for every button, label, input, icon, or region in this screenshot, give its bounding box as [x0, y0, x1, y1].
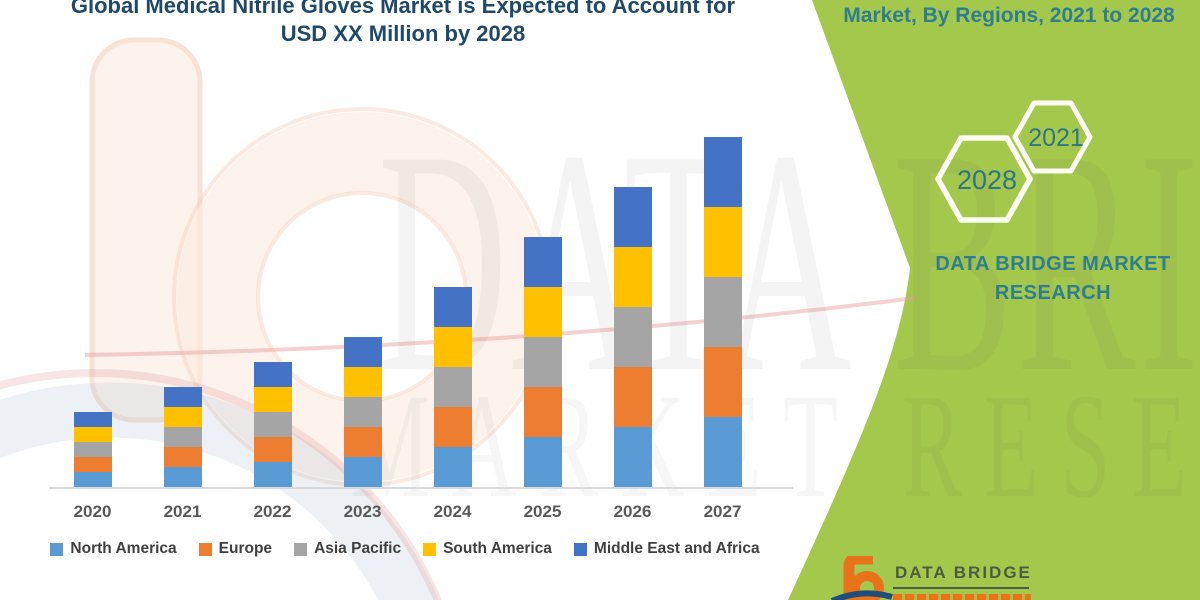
bar-segment-2026-europe	[613, 367, 652, 427]
legend-swatch	[294, 542, 308, 556]
x-axis-label-2024: 2024	[433, 502, 472, 521]
legend-item-south-america: South America	[423, 540, 552, 558]
bar-2027	[703, 137, 742, 487]
x-axis-label-2023: 2023	[343, 502, 382, 521]
x-axis-line	[49, 487, 793, 489]
x-axis-label-2021: 2021	[163, 502, 202, 521]
brand-name: DATA BRIDGE MARKET RESEARCH	[935, 253, 1171, 304]
footer-logo-mark	[830, 556, 893, 600]
bar-segment-2026-middle-east-and-africa	[613, 187, 652, 247]
bar-segment-2026-asia-pacific	[613, 307, 652, 367]
chart-legend: North America Europe Asia Pacific South Ame…	[0, 540, 810, 558]
x-axis-label-2022: 2022	[253, 502, 292, 521]
bar-segment-2027-asia-pacific	[703, 277, 742, 347]
bar-2020	[73, 412, 112, 487]
footer-logo-label: DATA BRIDGE	[895, 563, 1032, 582]
legend-swatch	[573, 542, 587, 556]
legend-label: Asia Pacific	[314, 540, 402, 557]
x-axis-label-2027: 2027	[703, 502, 742, 521]
legend-label: Europe	[218, 540, 273, 557]
chart-title-line2: USD XX Million by 2028	[280, 21, 526, 46]
x-axis-label-2020: 2020	[73, 502, 112, 521]
footer-cropped-subtext	[893, 594, 1031, 600]
x-axis-label-2026: 2026	[613, 502, 652, 521]
legend-label: North America	[70, 540, 177, 557]
footer-b-stem	[843, 556, 873, 600]
legend-item-asia-pacific: Asia Pacific	[294, 540, 401, 558]
bar-segment-2020-asia-pacific	[73, 442, 112, 457]
green-panel-shape	[788, 0, 1200, 600]
legend-item-north-america: North America	[50, 540, 177, 558]
bar-segment-2020-europe	[73, 457, 112, 472]
bar-segment-2027-south-america	[703, 207, 742, 277]
bar-2026	[613, 187, 652, 487]
bar-segment-2027-middle-east-and-africa	[703, 137, 742, 207]
legend-swatch	[423, 542, 437, 556]
bar-segment-2020-south-america	[73, 427, 112, 442]
legend-label: South America	[443, 540, 552, 557]
hexagon-2021: 2021	[1012, 100, 1093, 174]
legend-swatch	[198, 542, 212, 556]
footer-b-bowl	[850, 571, 884, 600]
chart-title: Global Medical Nitrile Gloves Market is …	[0, 0, 806, 48]
legend-item-middle-east-and-africa: Middle East and Africa	[573, 540, 760, 558]
x-axis-label-2025: 2025	[523, 502, 562, 521]
legend-label: Middle East and Africa	[593, 540, 760, 557]
bar-segment-2027-europe	[703, 347, 742, 417]
footer-blue-swoosh	[830, 590, 893, 600]
bar-segment-2027-north-america	[703, 417, 742, 487]
bar-segment-2026-north-america	[613, 427, 652, 487]
footer-logo-underline	[893, 587, 1029, 589]
legend-swatch	[50, 542, 64, 556]
hexagon-2028-label: 2028	[957, 165, 1017, 195]
chart-title-line1: Global Medical Nitrile Gloves Market is …	[70, 0, 736, 18]
hexagon-2028: 2028	[935, 135, 1033, 223]
bar-segment-2020-north-america	[73, 472, 112, 487]
side-panel-title: Market, By Regions, 2021 to 2028	[843, 4, 1175, 27]
bar-segment-2026-south-america	[613, 247, 652, 307]
legend-item-europe: Europe	[198, 540, 273, 558]
hexagon-2021-label: 2021	[1028, 124, 1084, 152]
